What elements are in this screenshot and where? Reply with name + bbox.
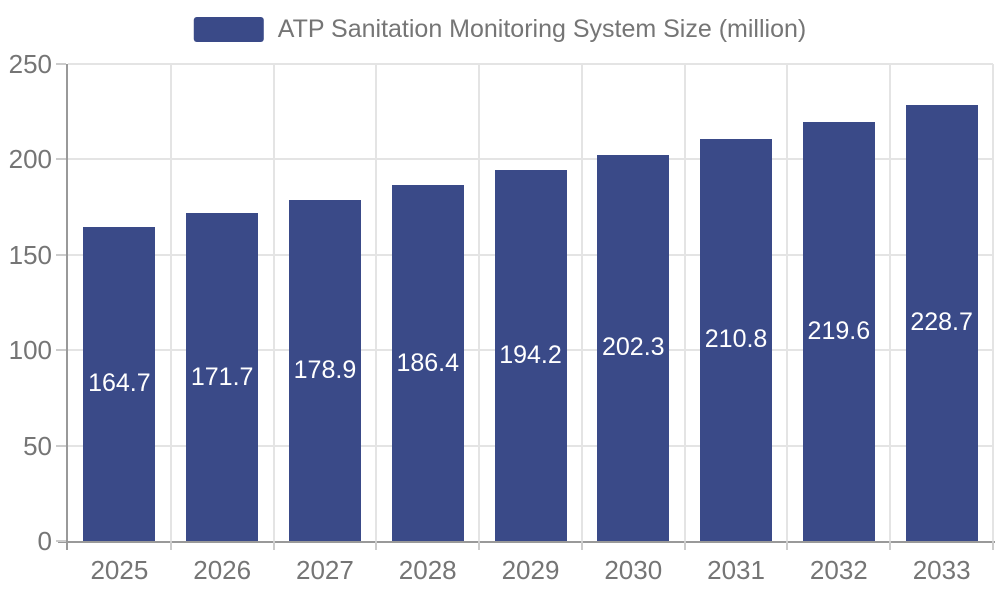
bar: 164.7: [83, 226, 156, 541]
x-tick-label: 2031: [707, 555, 765, 585]
y-tick-mark: [56, 158, 66, 161]
x-axis-line: [58, 541, 995, 543]
x-tick-mark: [272, 541, 275, 550]
y-tick-label: 100: [8, 335, 52, 366]
x-tick-label: 2030: [604, 555, 663, 585]
x-tick-label: 2029: [501, 555, 560, 585]
y-tick-label: 50: [23, 430, 52, 461]
x-tick-mark: [889, 541, 892, 550]
y-tick-mark: [56, 349, 66, 352]
bar-value-label: 178.9: [293, 355, 357, 384]
bar-value-label: 194.2: [499, 341, 562, 370]
x-tick-label: 2027: [296, 555, 354, 585]
bar-value-label: 164.7: [88, 369, 151, 398]
grid-line-vertical: [169, 64, 172, 541]
x-tick-label: 2033: [912, 555, 971, 585]
legend-item[interactable]: ATP Sanitation Monitoring System Size (m…: [193, 15, 807, 44]
x-tick-label: 2028: [398, 555, 457, 585]
grid-line-vertical: [272, 64, 275, 541]
x-tick-label: 2032: [809, 555, 868, 585]
grid-line-vertical: [478, 64, 481, 541]
x-tick-label: 2025: [90, 555, 149, 585]
y-tick-label: 250: [8, 49, 52, 79]
grid-line-vertical: [375, 64, 378, 541]
y-tick-mark: [56, 253, 66, 256]
grid-line-vertical: [683, 64, 686, 541]
grid-line-vertical: [889, 64, 892, 541]
bar: 210.8: [700, 138, 773, 541]
bar: 219.6: [802, 122, 875, 541]
x-tick-mark: [169, 541, 172, 550]
x-tick-label: 2026: [193, 555, 252, 585]
bar-value-label: 202.3: [601, 333, 665, 362]
y-tick-label: 200: [8, 144, 52, 175]
grid-line-vertical: [992, 64, 994, 541]
bar: 194.2: [494, 170, 567, 541]
x-tick-mark: [580, 541, 583, 550]
y-tick-label: 0: [37, 526, 52, 556]
x-tick-mark: [478, 541, 481, 550]
grid-line-vertical: [786, 64, 789, 541]
bar-value-label: 228.7: [910, 308, 973, 337]
grid-line-horizontal: [68, 63, 993, 65]
bar-value-label: 219.6: [807, 316, 871, 345]
x-tick-mark: [786, 541, 789, 550]
legend-swatch: [193, 17, 264, 42]
y-axis-line: [66, 64, 68, 550]
bar: 202.3: [597, 155, 670, 541]
bar: 186.4: [391, 185, 464, 541]
x-tick-mark: [375, 541, 378, 550]
x-tick-mark: [683, 541, 686, 550]
bar: 178.9: [288, 199, 361, 541]
y-tick-mark: [56, 63, 66, 65]
x-tick-mark: [992, 541, 994, 550]
bar-value-label: 186.4: [396, 348, 459, 377]
bar: 171.7: [186, 213, 259, 541]
bar-value-label: 210.8: [704, 325, 768, 354]
y-tick-mark: [56, 444, 66, 447]
grid-line-vertical: [580, 64, 583, 541]
bar-value-label: 171.7: [190, 362, 254, 391]
y-tick-mark: [56, 540, 66, 542]
grid-line-horizontal: [68, 158, 993, 161]
bar: 228.7: [905, 104, 978, 541]
y-tick-label: 150: [8, 239, 52, 270]
legend-label: ATP Sanitation Monitoring System Size (m…: [277, 15, 807, 43]
